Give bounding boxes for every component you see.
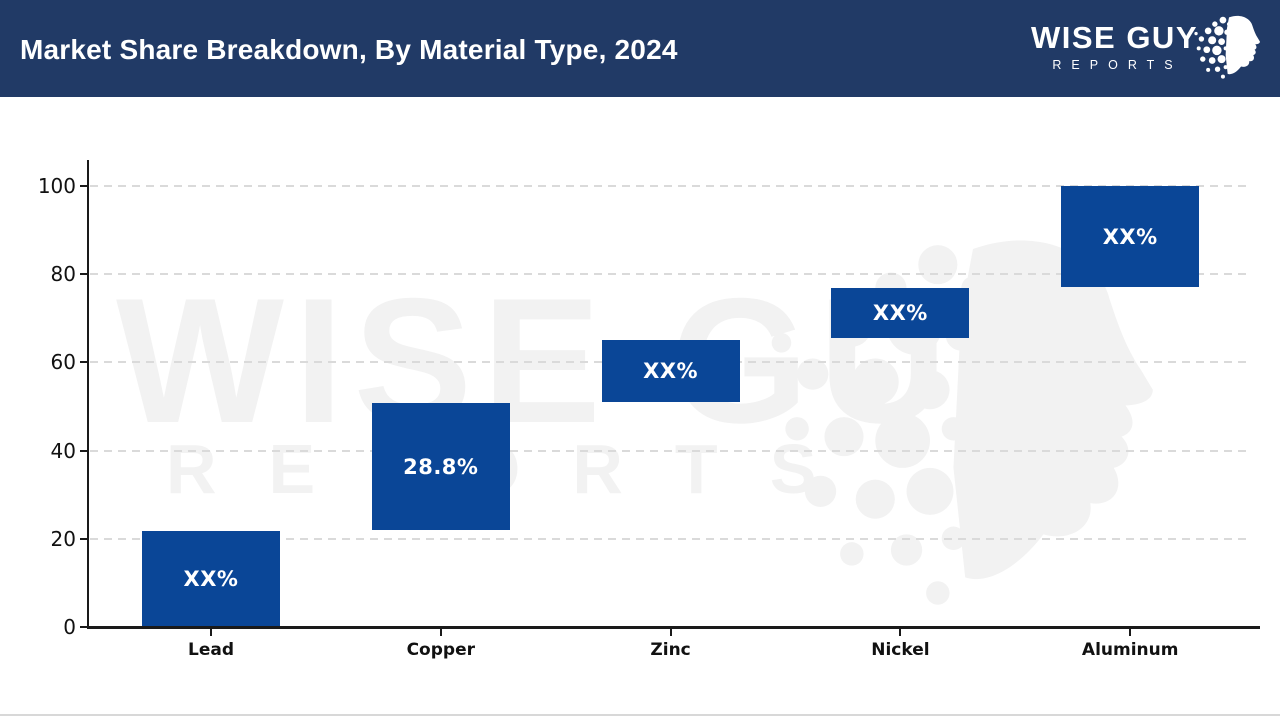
page-title: Market Share Breakdown, By Material Type… xyxy=(20,34,678,65)
bar-lead: XX% xyxy=(142,530,280,627)
x-category-label: Lead xyxy=(187,640,234,660)
x-tick-mark xyxy=(439,628,442,636)
bar-value-label: 28.8% xyxy=(403,454,479,479)
bar-value-label: XX% xyxy=(183,566,239,591)
y-tick-mark xyxy=(80,273,88,276)
y-tick-label: 20 xyxy=(50,526,76,551)
logo-head-icon xyxy=(1194,15,1260,79)
x-tick-mark xyxy=(1129,628,1132,636)
y-gridline xyxy=(90,273,1252,276)
y-tick-mark xyxy=(80,626,88,628)
bar-value-label: XX% xyxy=(643,358,699,383)
x-category-label: Nickel xyxy=(871,640,930,660)
y-gridline xyxy=(90,185,1252,187)
x-tick-mark xyxy=(899,628,902,636)
bar-zinc: XX% xyxy=(601,339,740,403)
x-category-label: Aluminum xyxy=(1081,640,1179,660)
y-tick-label: 100 xyxy=(37,174,76,198)
bar-value-label: XX% xyxy=(872,300,928,325)
header-bar: Market Share Breakdown, By Material Type… xyxy=(0,0,1280,97)
footer-divider xyxy=(0,714,1280,716)
x-axis-spine xyxy=(87,626,1260,629)
logo-wiseguy-text: WISE GUY xyxy=(1030,20,1198,56)
y-gridline xyxy=(90,449,1252,452)
y-tick-label: 0 xyxy=(63,615,76,639)
y-tick-label: 60 xyxy=(50,350,76,375)
y-tick-mark xyxy=(80,185,88,187)
logo-reports-text: REPORTS xyxy=(1052,57,1183,72)
y-tick-mark xyxy=(80,537,88,540)
y-axis-spine xyxy=(87,160,89,629)
y-tick-label: 40 xyxy=(50,438,76,463)
bar-value-label: XX% xyxy=(1102,224,1158,249)
y-tick-label: 80 xyxy=(50,262,76,287)
bar-aluminum: XX% xyxy=(1061,186,1200,288)
x-tick-mark xyxy=(669,628,672,636)
y-gridline xyxy=(90,537,1252,540)
y-tick-mark xyxy=(80,449,88,452)
x-category-label: Zinc xyxy=(650,640,691,660)
brand-logo: WISE GUY REPORTS xyxy=(1031,7,1266,87)
bar-copper: 28.8% xyxy=(371,403,510,531)
x-tick-mark xyxy=(210,628,212,636)
y-tick-mark xyxy=(80,361,88,364)
x-category-label: Copper xyxy=(406,640,475,660)
bar-nickel: XX% xyxy=(831,288,970,338)
